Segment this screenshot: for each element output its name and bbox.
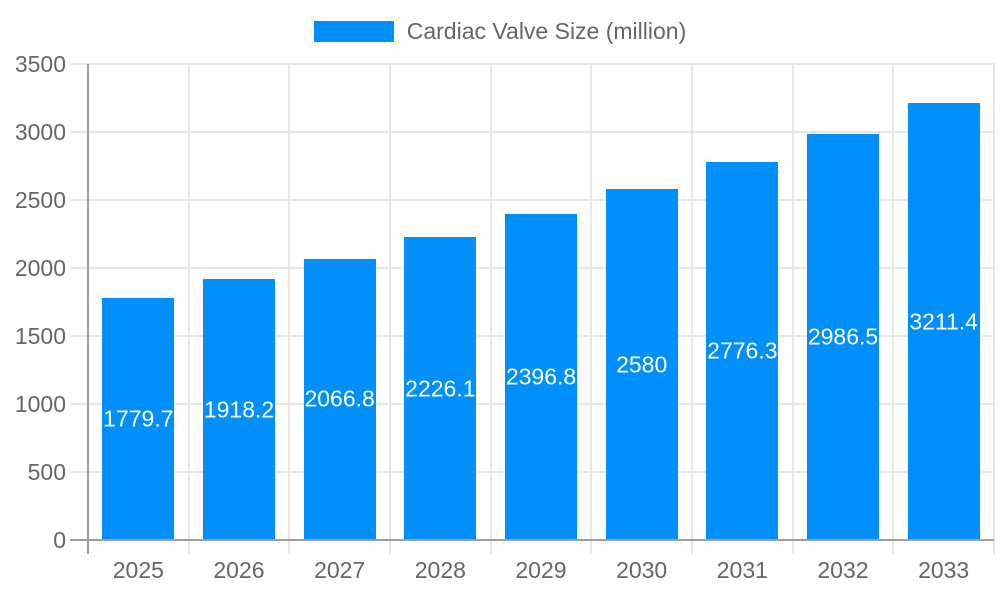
legend-label: Cardiac Valve Size (million) [406,17,687,44]
y-gridline [70,199,994,201]
y-axis-label: 1500 [14,323,66,349]
y-axis-label: 3500 [14,51,66,77]
x-axis-label: 2032 [817,557,869,583]
bar[interactable]: 2776.3 [706,162,779,540]
bar[interactable]: 1779.7 [102,297,175,540]
x-gridline [691,64,693,554]
x-gridline [489,64,492,554]
x-axis-label: 2033 [918,557,970,583]
legend-item[interactable]: Cardiac Valve Size (million) [0,17,1000,45]
y-gridline [70,131,994,133]
bar[interactable]: 1918.2 [203,279,275,540]
x-axis-label: 2027 [314,557,366,583]
y-axis-label: 500 [27,459,66,485]
x-axis-label: 2025 [112,557,164,583]
x-axis-label: 2029 [515,557,567,583]
bar-value-label: 2066.8 [304,385,375,412]
x-gridline [892,64,895,554]
y-gridline [70,63,994,65]
x-gridline [187,64,190,554]
x-gridline [993,64,995,554]
bar[interactable]: 2986.5 [807,133,879,540]
bar-value-label: 2776.3 [707,337,778,364]
bar-value-label: 2396.8 [505,363,577,390]
bar[interactable]: 2396.8 [505,214,577,540]
y-axis-line [87,64,89,554]
bar[interactable]: 2066.8 [303,258,376,540]
y-axis-label: 1000 [14,391,66,417]
y-axis-label: 2000 [14,255,66,281]
x-axis-label: 2026 [213,557,265,583]
legend-swatch [313,20,394,42]
x-gridline [288,64,291,554]
bar[interactable]: 3211.4 [907,103,980,540]
bar-value-label: 3211.4 [909,308,978,335]
bar-value-label: 2580 [616,351,668,378]
bar[interactable]: 2226.1 [404,237,477,540]
y-axis-label: 0 [53,527,66,553]
bar-value-label: 1918.2 [203,396,275,423]
x-axis-label: 2028 [414,557,466,583]
bar-value-label: 2986.5 [807,323,879,350]
x-gridline [791,64,794,554]
bar-value-label: 1779.7 [103,405,174,432]
bar-value-label: 2226.1 [405,375,476,402]
bar[interactable]: 2580 [605,189,678,540]
x-gridline [590,64,593,554]
x-axis-line [70,539,994,541]
y-axis-label: 3000 [14,119,66,145]
x-axis-label: 2031 [716,557,768,583]
x-axis-label: 2030 [616,557,668,583]
x-gridline [389,64,391,554]
y-axis-label: 2500 [14,187,66,213]
